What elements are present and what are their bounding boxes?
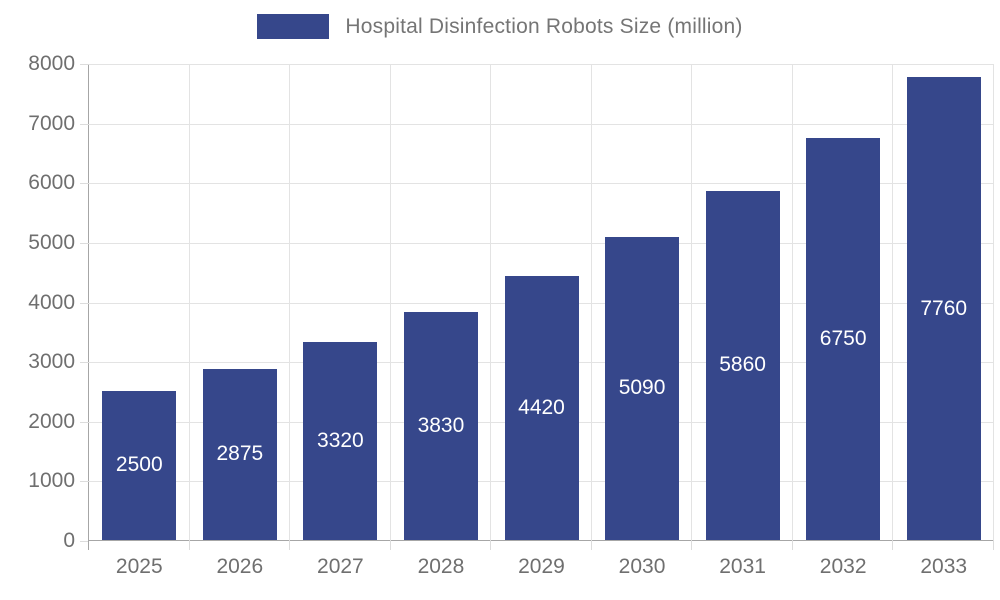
bar-value-label: 3830 — [417, 413, 465, 437]
x-axis-tick — [892, 540, 894, 550]
gridline-vertical — [590, 64, 592, 540]
x-tick-label: 2027 — [317, 555, 364, 578]
bar-value-label: 5090 — [618, 376, 666, 400]
bar-value-label: 7760 — [920, 296, 968, 320]
x-tick-label: 2029 — [518, 555, 565, 578]
x-axis-tick — [389, 540, 391, 550]
x-axis-tick — [490, 540, 492, 550]
gridline-vertical — [389, 64, 391, 540]
y-tick-label: 2000 — [28, 409, 75, 433]
y-axis-tick — [80, 481, 89, 483]
x-axis-tick — [590, 540, 592, 550]
y-tick-label: 7000 — [28, 111, 75, 135]
y-tick-label: 0 — [63, 529, 75, 552]
x-tick-label: 2032 — [819, 555, 867, 578]
bar-value-label: 2500 — [115, 453, 163, 477]
y-axis-tick — [80, 541, 89, 542]
y-axis-tick — [80, 123, 89, 125]
gridline-horizontal — [89, 123, 993, 125]
x-axis-tick — [289, 540, 291, 550]
bar[interactable]: 6750 — [806, 137, 881, 540]
x-tick-label: 2028 — [417, 555, 465, 578]
bar[interactable]: 3830 — [403, 311, 478, 540]
plot-area: 0 1000 2000 3000 4000 5000 6000 7000 8000 2500 202… — [28, 52, 994, 578]
legend-swatch — [257, 14, 330, 39]
bar-value-label: 2875 — [216, 442, 264, 466]
y-tick-label: 3000 — [28, 350, 75, 374]
x-axis-tick — [188, 540, 190, 550]
x-tick-label: 2030 — [618, 555, 666, 578]
y-axis-tick — [80, 302, 89, 304]
gridline-vertical — [691, 64, 693, 540]
bar[interactable]: 7760 — [906, 77, 981, 540]
gridline-vertical — [490, 64, 492, 540]
bar-value-label: 6750 — [819, 326, 867, 350]
x-axis-tick — [993, 540, 994, 550]
bar-value-label: 4420 — [518, 396, 565, 420]
y-tick-label: 1000 — [28, 469, 75, 493]
bar-value-label: 3320 — [317, 429, 364, 453]
y-axis-tick — [80, 64, 89, 65]
gridline-vertical — [188, 64, 190, 540]
y-tick-label: 5000 — [28, 230, 75, 254]
x-tick-label: 2031 — [719, 555, 766, 578]
bar[interactable]: 2500 — [102, 390, 177, 540]
legend-label: Hospital Disinfection Robots Size (milli… — [345, 14, 743, 38]
bar[interactable]: 5860 — [705, 190, 780, 540]
x-tick-label: 2026 — [216, 555, 264, 578]
x-tick-label: 2025 — [115, 555, 163, 578]
y-axis-tick — [80, 421, 89, 423]
x-axis-tick — [791, 540, 793, 550]
y-tick-label: 6000 — [28, 171, 75, 195]
y-tick-label: 4000 — [28, 290, 75, 314]
y-axis-tick — [80, 242, 89, 244]
gridline-horizontal — [89, 242, 993, 244]
y-tick-label: 8000 — [28, 52, 75, 75]
bar[interactable]: 5090 — [605, 236, 680, 540]
bar[interactable]: 2875 — [202, 368, 277, 540]
gridline-vertical — [289, 64, 291, 540]
gridline-vertical — [892, 64, 894, 540]
x-axis-tick — [691, 540, 693, 550]
chart-legend[interactable]: Hospital Disinfection Robots Size (milli… — [0, 14, 1000, 39]
x-tick-label: 2033 — [920, 555, 968, 578]
gridline-vertical — [791, 64, 793, 540]
bar-value-label: 5860 — [719, 353, 766, 377]
gridline-horizontal — [89, 64, 993, 65]
bar[interactable]: 4420 — [504, 276, 579, 540]
gridline-vertical — [993, 64, 994, 540]
gridline-horizontal — [89, 183, 993, 185]
y-axis-tick — [80, 183, 89, 185]
y-axis-tick — [80, 362, 89, 364]
y-axis-line-extension — [88, 540, 89, 550]
bar[interactable]: 3320 — [303, 342, 378, 540]
